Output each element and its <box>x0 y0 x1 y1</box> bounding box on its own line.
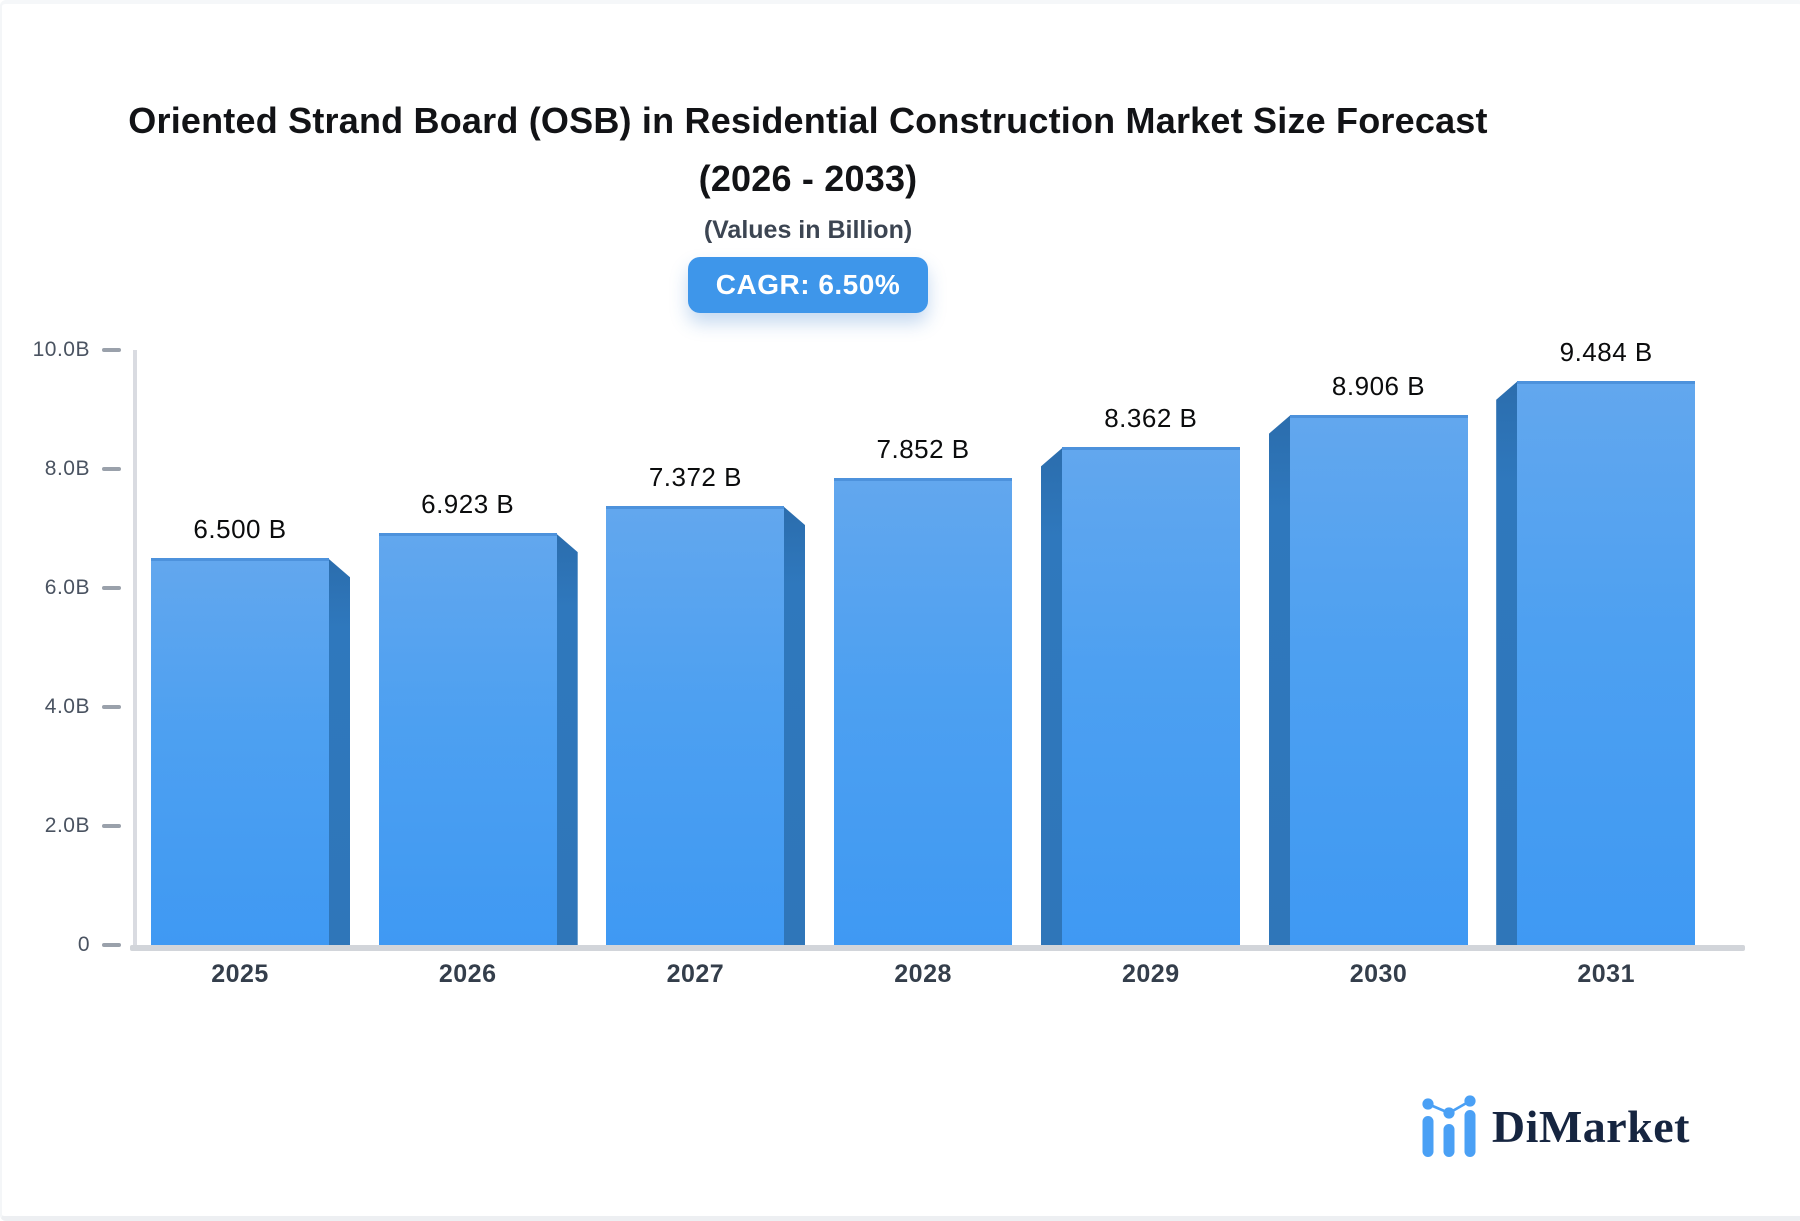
x-axis-label: 2025 <box>211 960 269 988</box>
bar-side-2026 <box>555 533 578 945</box>
chart-title-line-2: (2026 - 2033) <box>698 158 918 199</box>
bar-value-label: 6.500 B <box>193 514 287 545</box>
bar-side-2029 <box>1040 447 1063 945</box>
x-axis-label: 2029 <box>1121 960 1180 988</box>
bar-chart-plot-area: 0 2.0B 4.0B 6.0B 8.0B 10.0B 6.500 B 2025 6.923 B… <box>2 4 1800 1216</box>
bar-value-label: 6.923 B <box>421 489 515 520</box>
bar-line-chart-icon <box>1422 1095 1476 1157</box>
y-axis-tick-label: 10.0B <box>32 338 90 361</box>
x-axis-label: 2026 <box>438 960 497 988</box>
chart-subtitle: (Values in Billion) <box>703 216 913 244</box>
y-axis-tick-label: 4.0B <box>44 695 90 718</box>
bar-2025 <box>151 558 329 945</box>
bar-side-2027 <box>783 506 806 945</box>
y-axis-tick <box>102 586 121 590</box>
bar-side-2025 <box>328 558 350 945</box>
chart-header: Oriented Strand Board (OSB) in Residenti… <box>2 92 1614 313</box>
bar-side-2031 <box>1496 380 1519 945</box>
y-axis-tick <box>102 824 121 828</box>
y-axis-tick <box>102 348 121 352</box>
x-axis-label: 2028 <box>894 960 952 988</box>
chart-title-line-1: Oriented Strand Board (OSB) in Residenti… <box>128 100 1488 141</box>
x-axis-label: 2030 <box>1349 960 1408 988</box>
brand-logo: DiMarket <box>1420 1094 1690 1158</box>
bar-side-2030 <box>1268 415 1291 945</box>
y-axis-tick <box>102 943 121 947</box>
y-axis-tick-label: 0 <box>77 933 90 956</box>
cagr-badge: CAGR: 6.50% <box>687 257 929 313</box>
bar-value-label: 8.362 B <box>1104 403 1198 434</box>
bar-2028 <box>834 477 1013 945</box>
y-axis-tick-label: 6.0B <box>44 576 90 599</box>
bar-2027 <box>606 506 785 945</box>
x-axis-baseline <box>130 945 1745 951</box>
cagr-badge-row: CAGR: 6.50% <box>2 257 1614 313</box>
bar-2026 <box>378 533 557 945</box>
bar-value-label: 8.906 B <box>1331 371 1426 402</box>
bar-value-label: 9.484 B <box>1559 336 1653 367</box>
x-axis-label: 2031 <box>1577 960 1635 988</box>
bar-2031 <box>1517 380 1696 945</box>
y-axis-line <box>133 350 137 951</box>
y-axis-tick-label: 2.0B <box>44 814 90 837</box>
y-axis-tick <box>102 467 121 471</box>
bar-value-label: 7.372 B <box>648 462 742 493</box>
brand-name: DiMarket <box>1491 1100 1690 1152</box>
x-axis-label: 2027 <box>666 960 725 988</box>
bar-2030 <box>1289 415 1468 945</box>
bar-2029 <box>1061 447 1240 945</box>
y-axis-tick <box>102 705 121 709</box>
y-axis-tick-label: 8.0B <box>44 457 90 480</box>
bar-value-label: 7.852 B <box>876 433 970 464</box>
